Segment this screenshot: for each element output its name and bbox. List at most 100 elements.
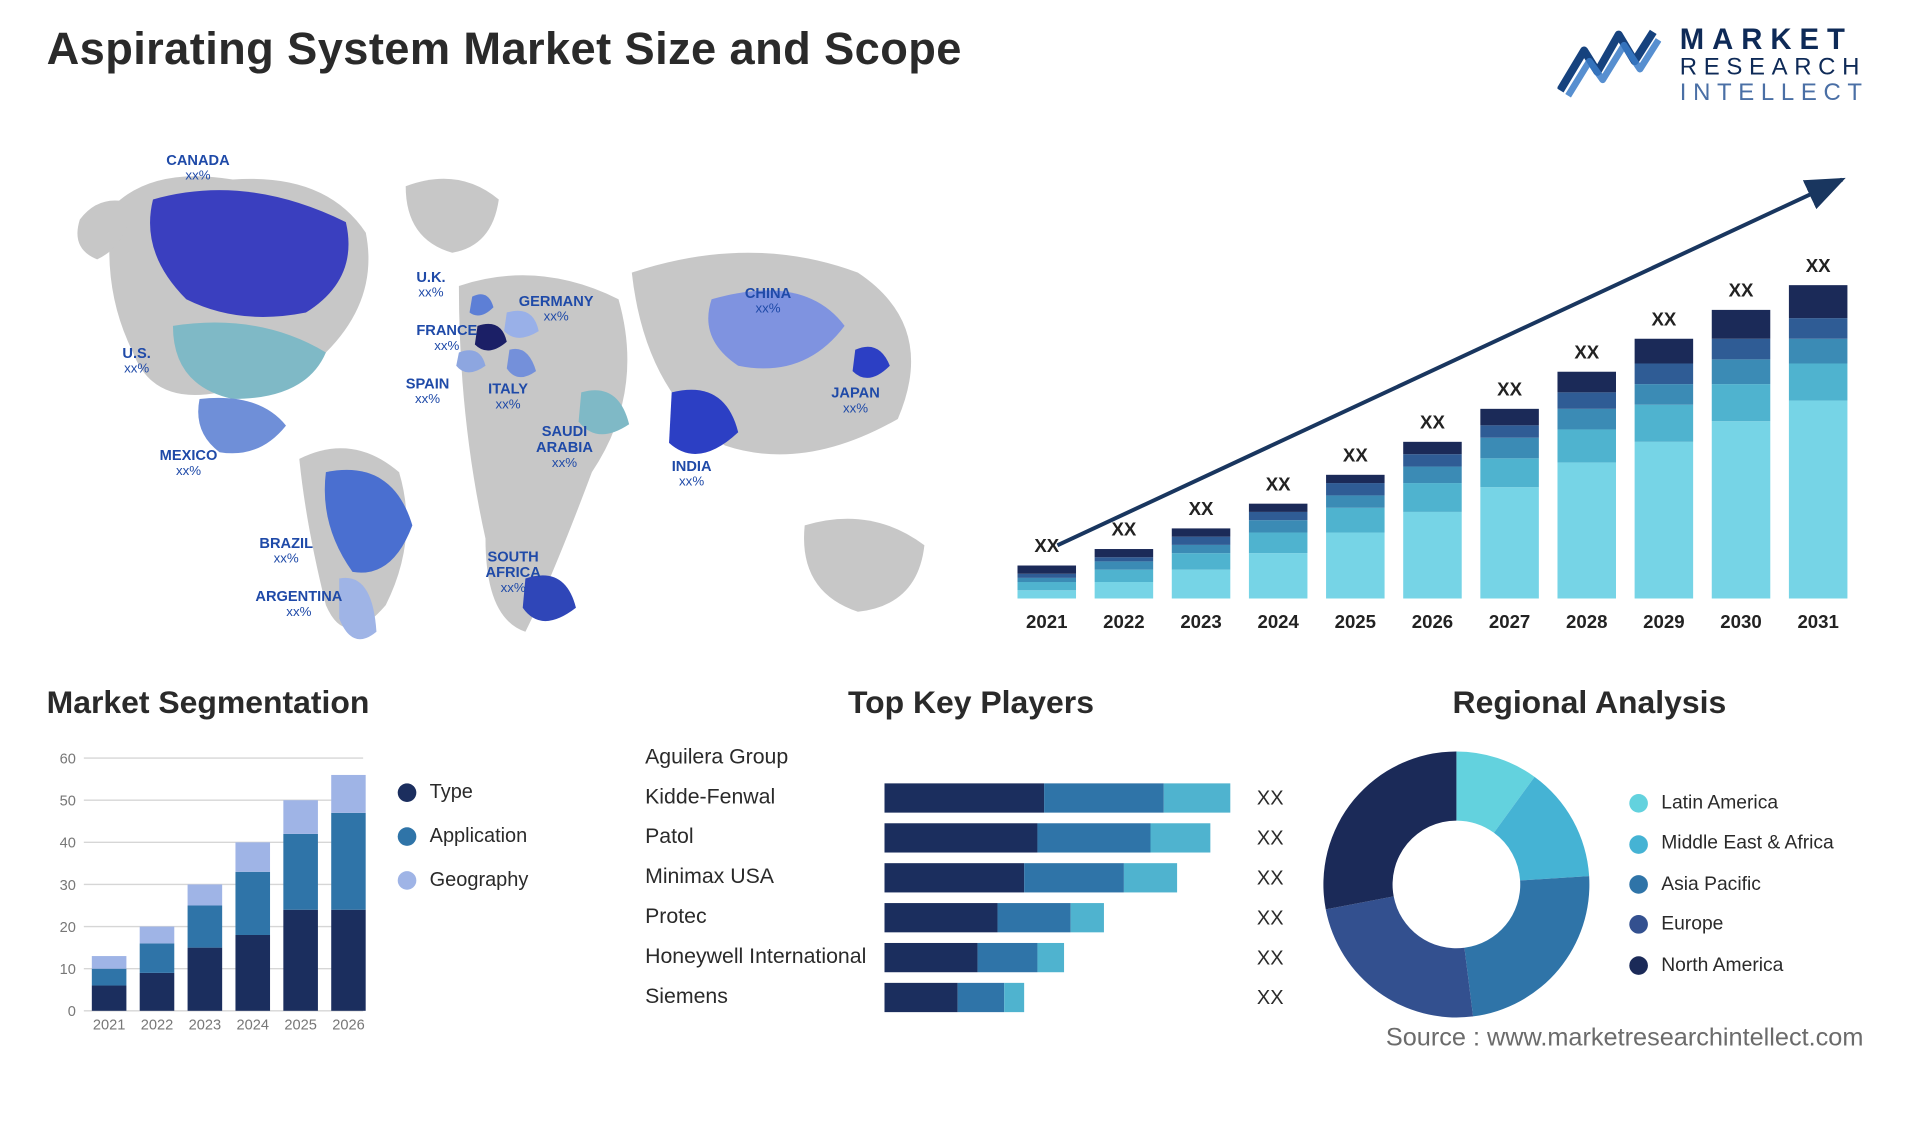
player-bar-segment bbox=[1071, 903, 1104, 932]
map-label-japan: JAPANxx% bbox=[831, 386, 880, 417]
map-label-germany: GERMANYxx% bbox=[519, 294, 594, 325]
player-name: Minimax USA bbox=[645, 866, 884, 890]
map-label-saudi: SAUDIARABIAxx% bbox=[536, 424, 593, 471]
map-label-india: INDIAxx% bbox=[672, 459, 712, 490]
legend-swatch bbox=[1629, 835, 1648, 854]
player-name: Patol bbox=[645, 826, 884, 850]
source-value: www.marketresearchintellect.com bbox=[1487, 1024, 1863, 1052]
player-name: Kidde-Fenwal bbox=[645, 786, 884, 810]
player-bar bbox=[885, 983, 1244, 1012]
player-bar-segment bbox=[1044, 783, 1164, 812]
svg-text:2029: 2029 bbox=[1643, 611, 1684, 632]
player-bar-segment bbox=[1037, 823, 1150, 852]
svg-text:2027: 2027 bbox=[1489, 611, 1530, 632]
svg-text:0: 0 bbox=[68, 1004, 76, 1020]
svg-text:2021: 2021 bbox=[1026, 611, 1067, 632]
logo-mark-icon bbox=[1557, 25, 1661, 105]
market-segmentation-section: Market Segmentation 01020304050602021202… bbox=[47, 685, 606, 1037]
legend-label: Type bbox=[430, 770, 473, 814]
player-value: XX bbox=[1244, 986, 1297, 1009]
player-value: XX bbox=[1244, 787, 1297, 810]
regional-legend: Latin America Middle East & Africa Asia … bbox=[1629, 783, 1833, 985]
player-row: Kidde-Fenwal XX bbox=[645, 778, 1297, 818]
player-bar-segment bbox=[885, 863, 1025, 892]
player-bar bbox=[885, 863, 1244, 892]
svg-text:2023: 2023 bbox=[1180, 611, 1221, 632]
svg-text:XX: XX bbox=[1111, 519, 1136, 540]
page-title: Aspirating System Market Size and Scope bbox=[47, 24, 962, 76]
player-bar-segment bbox=[1124, 863, 1177, 892]
legend-swatch bbox=[1629, 916, 1648, 935]
segmentation-legend: Type Application Geography bbox=[398, 738, 529, 902]
player-bar-segment bbox=[885, 943, 978, 972]
regional-legend-item: Middle East & Africa bbox=[1629, 824, 1833, 864]
player-bar-segment bbox=[998, 903, 1071, 932]
svg-text:2022: 2022 bbox=[1103, 611, 1144, 632]
player-bar bbox=[885, 823, 1244, 852]
brand-logo: MARKET RESEARCH INTELLECT bbox=[1557, 24, 1868, 105]
svg-text:XX: XX bbox=[1806, 255, 1831, 276]
regional-legend-item: North America bbox=[1629, 945, 1833, 985]
legend-swatch bbox=[1629, 875, 1648, 894]
segmentation-legend-item: Geography bbox=[398, 858, 529, 902]
svg-text:XX: XX bbox=[1266, 473, 1291, 494]
map-label-uk: U.K.xx% bbox=[416, 270, 445, 301]
player-bar bbox=[885, 903, 1244, 932]
logo-text-1: MARKET bbox=[1680, 24, 1869, 55]
svg-text:2022: 2022 bbox=[141, 1017, 174, 1033]
regional-analysis-section: Regional Analysis Latin America Middle E… bbox=[1310, 685, 1869, 1031]
player-name: Honeywell International bbox=[645, 946, 884, 970]
svg-text:XX: XX bbox=[1574, 341, 1599, 362]
svg-text:2024: 2024 bbox=[1257, 611, 1299, 632]
map-label-mexico: MEXICOxx% bbox=[160, 448, 218, 479]
logo-text-3: INTELLECT bbox=[1680, 80, 1869, 105]
player-bar-segment bbox=[885, 783, 1045, 812]
svg-text:2030: 2030 bbox=[1720, 611, 1761, 632]
svg-text:10: 10 bbox=[60, 962, 76, 978]
svg-text:2026: 2026 bbox=[332, 1017, 365, 1033]
legend-label: Geography bbox=[430, 858, 529, 902]
top-key-players-section: Top Key Players Aguilera GroupKidde-Fenw… bbox=[645, 685, 1297, 1018]
player-bar-segment bbox=[1164, 783, 1231, 812]
legend-swatch bbox=[398, 783, 417, 802]
player-bar-segment bbox=[1151, 823, 1211, 852]
regional-legend-item: Europe bbox=[1629, 905, 1833, 945]
svg-text:XX: XX bbox=[1651, 308, 1676, 329]
source-line: Source : www.marketresearchintellect.com bbox=[1386, 1024, 1864, 1053]
player-row: Minimax USA XX bbox=[645, 858, 1297, 898]
regional-legend-item: Latin America bbox=[1629, 783, 1833, 823]
player-bar-segment bbox=[958, 983, 1005, 1012]
svg-text:20: 20 bbox=[60, 920, 76, 936]
player-value: XX bbox=[1244, 866, 1297, 889]
svg-text:2025: 2025 bbox=[284, 1017, 317, 1033]
svg-text:XX: XX bbox=[1420, 412, 1445, 433]
legend-swatch bbox=[1629, 956, 1648, 975]
player-value: XX bbox=[1244, 827, 1297, 850]
player-row: SiemensXX bbox=[645, 978, 1297, 1018]
player-bar-segment bbox=[885, 983, 958, 1012]
logo-text-2: RESEARCH bbox=[1680, 55, 1869, 80]
svg-text:2025: 2025 bbox=[1335, 611, 1376, 632]
segmentation-legend-item: Application bbox=[398, 814, 529, 858]
player-bar-segment bbox=[885, 823, 1038, 852]
svg-text:2028: 2028 bbox=[1566, 611, 1607, 632]
legend-label: Application bbox=[430, 814, 528, 858]
legend-label: North America bbox=[1661, 945, 1783, 985]
player-name: Aguilera Group bbox=[645, 746, 884, 770]
player-bar-segment bbox=[1037, 943, 1064, 972]
svg-text:XX: XX bbox=[1034, 535, 1059, 556]
regional-title: Regional Analysis bbox=[1310, 685, 1869, 722]
svg-text:XX: XX bbox=[1497, 379, 1522, 400]
segmentation-title: Market Segmentation bbox=[47, 685, 606, 722]
svg-text:2021: 2021 bbox=[93, 1017, 126, 1033]
svg-text:2024: 2024 bbox=[236, 1017, 269, 1033]
svg-text:2031: 2031 bbox=[1797, 611, 1838, 632]
map-label-argentina: ARGENTINAxx% bbox=[255, 589, 342, 620]
map-label-brazil: BRAZILxx% bbox=[259, 536, 313, 567]
svg-text:XX: XX bbox=[1189, 498, 1214, 519]
svg-text:30: 30 bbox=[60, 878, 76, 894]
svg-text:50: 50 bbox=[60, 794, 76, 810]
legend-label: Europe bbox=[1661, 905, 1723, 945]
player-name: Protec bbox=[645, 906, 884, 930]
player-bar bbox=[885, 743, 1244, 772]
